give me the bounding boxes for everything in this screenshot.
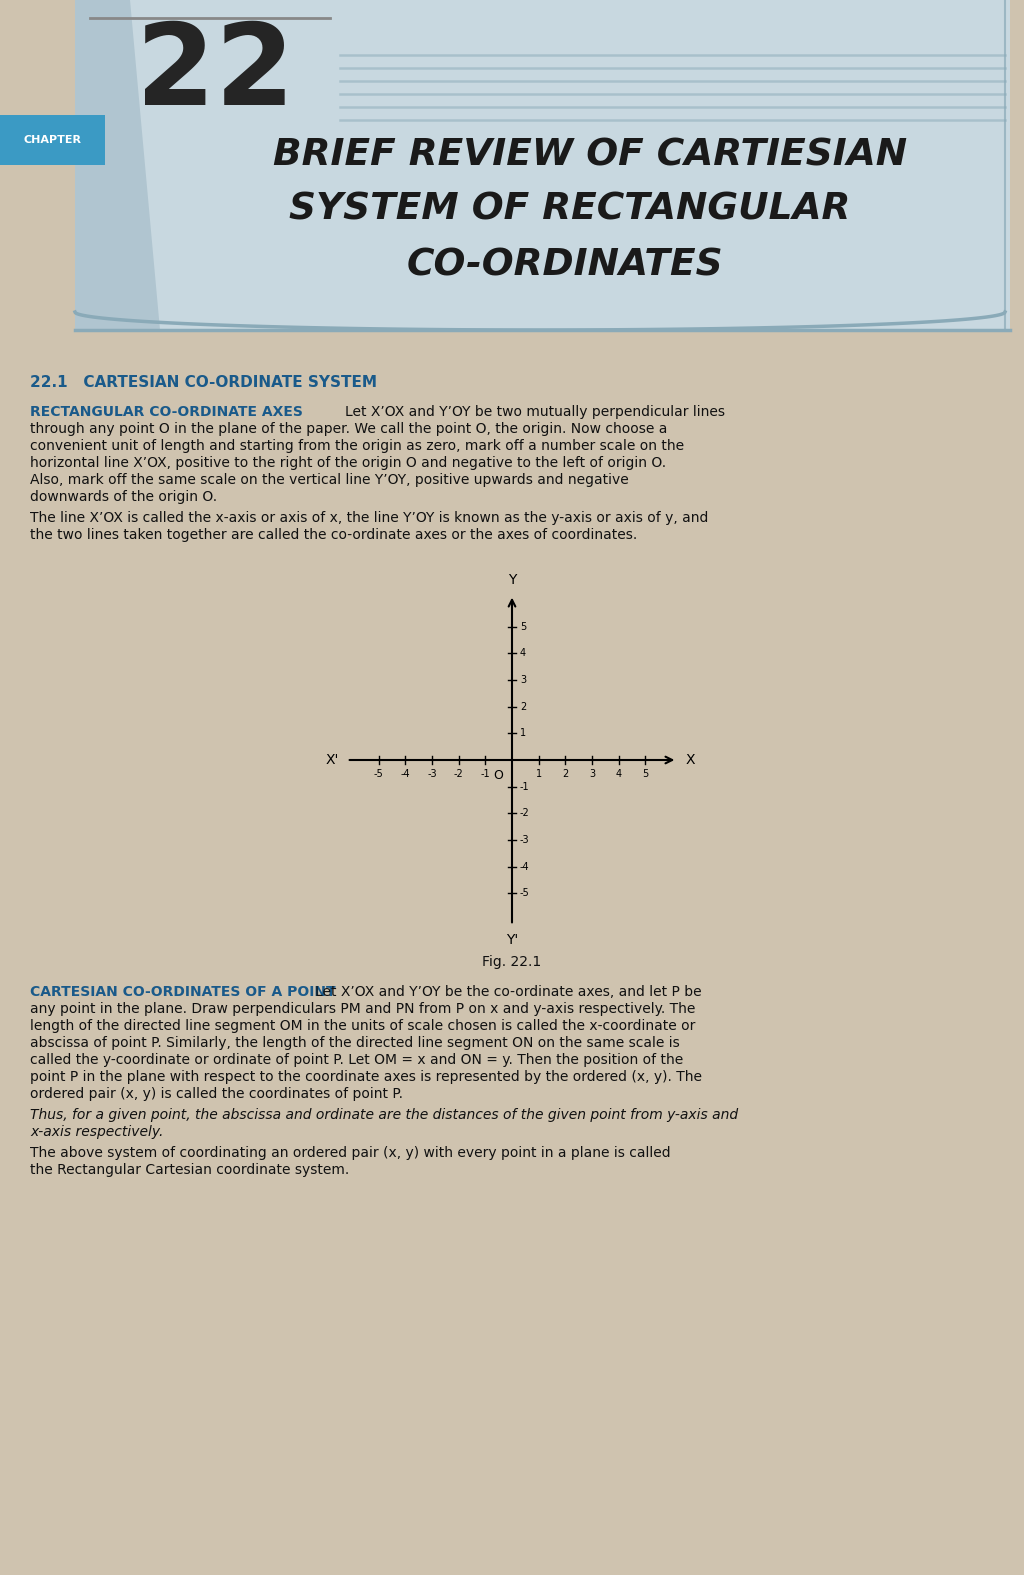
Text: called the y-coordinate or ordinate of point P. Let OM = x and ON = y. Then the : called the y-coordinate or ordinate of p… xyxy=(30,1054,683,1068)
Text: downwards of the origin O.: downwards of the origin O. xyxy=(30,490,217,504)
Text: Y': Y' xyxy=(506,934,518,947)
Text: 2: 2 xyxy=(520,702,526,712)
Text: 3: 3 xyxy=(520,676,526,685)
Text: -2: -2 xyxy=(454,769,464,780)
Text: the Rectangular Cartesian coordinate system.: the Rectangular Cartesian coordinate sys… xyxy=(30,1164,349,1177)
Text: 4: 4 xyxy=(615,769,622,780)
Text: 22: 22 xyxy=(136,17,294,129)
Text: X: X xyxy=(685,753,694,767)
Text: -2: -2 xyxy=(520,808,529,819)
Text: -1: -1 xyxy=(520,781,529,792)
Text: convenient unit of length and starting from the origin as zero, mark off a numbe: convenient unit of length and starting f… xyxy=(30,439,684,454)
Text: O: O xyxy=(493,769,503,783)
Text: The line X’OX is called the x-axis or axis of x, the line Y’OY is known as the y: The line X’OX is called the x-axis or ax… xyxy=(30,510,709,524)
Text: Fig. 22.1: Fig. 22.1 xyxy=(482,956,542,969)
Polygon shape xyxy=(75,0,1010,331)
Text: RECTANGULAR CO-ORDINATE AXES: RECTANGULAR CO-ORDINATE AXES xyxy=(30,405,317,419)
Text: Also, mark off the same scale on the vertical line Y’OY, positive upwards and ne: Also, mark off the same scale on the ver… xyxy=(30,472,629,487)
Text: BRIEF REVIEW OF CARTIESIAN: BRIEF REVIEW OF CARTIESIAN xyxy=(273,137,907,173)
Text: 3: 3 xyxy=(589,769,595,780)
Text: -3: -3 xyxy=(520,835,529,844)
Text: ordered pair (x, y) is called the coordinates of point P.: ordered pair (x, y) is called the coordi… xyxy=(30,1087,403,1101)
Polygon shape xyxy=(75,0,160,331)
Text: length of the directed line segment OM in the units of scale chosen is called th: length of the directed line segment OM i… xyxy=(30,1019,695,1033)
Text: 22.1   CARTESIAN CO-ORDINATE SYSTEM: 22.1 CARTESIAN CO-ORDINATE SYSTEM xyxy=(30,375,377,391)
Text: CHAPTER: CHAPTER xyxy=(23,135,81,145)
Text: 1: 1 xyxy=(536,769,542,780)
Text: The above system of coordinating an ordered pair (x, y) with every point in a pl: The above system of coordinating an orde… xyxy=(30,1147,671,1161)
Text: 5: 5 xyxy=(642,769,648,780)
Text: point P in the plane with respect to the coordinate axes is represented by the o: point P in the plane with respect to the… xyxy=(30,1071,702,1084)
Text: -5: -5 xyxy=(374,769,384,780)
Text: 1: 1 xyxy=(520,728,526,739)
Text: 5: 5 xyxy=(520,622,526,632)
Text: X': X' xyxy=(326,753,339,767)
Text: -4: -4 xyxy=(400,769,411,780)
Text: horizontal line X’OX, positive to the right of the origin O and negative to the : horizontal line X’OX, positive to the ri… xyxy=(30,457,667,469)
Text: the two lines taken together are called the co-ordinate axes or the axes of coor: the two lines taken together are called … xyxy=(30,528,637,542)
Text: CO-ORDINATES: CO-ORDINATES xyxy=(407,247,723,284)
Text: Y: Y xyxy=(508,573,516,587)
Text: -5: -5 xyxy=(520,888,529,898)
Text: -4: -4 xyxy=(520,862,529,871)
Text: abscissa of point P. Similarly, the length of the directed line segment ON on th: abscissa of point P. Similarly, the leng… xyxy=(30,1036,680,1051)
Text: through any point O in the plane of the paper. We call the point O, the origin. : through any point O in the plane of the … xyxy=(30,422,668,436)
Text: -3: -3 xyxy=(427,769,437,780)
Text: CARTESIAN CO-ORDINATES OF A POINT: CARTESIAN CO-ORDINATES OF A POINT xyxy=(30,986,350,999)
Text: SYSTEM OF RECTANGULAR: SYSTEM OF RECTANGULAR xyxy=(290,192,851,228)
Text: Let X’OX and Y’OY be the co-ordinate axes, and let P be: Let X’OX and Y’OY be the co-ordinate axe… xyxy=(315,986,701,999)
Text: x-axis respectively.: x-axis respectively. xyxy=(30,1125,164,1139)
Text: Thus, for a given point, the abscissa and ordinate are the distances of the give: Thus, for a given point, the abscissa an… xyxy=(30,1109,738,1123)
Text: 4: 4 xyxy=(520,649,526,658)
Text: Let X’OX and Y’OY be two mutually perpendicular lines: Let X’OX and Y’OY be two mutually perpen… xyxy=(345,405,725,419)
Polygon shape xyxy=(0,115,105,165)
Text: -1: -1 xyxy=(480,769,490,780)
Text: 2: 2 xyxy=(562,769,568,780)
Text: any point in the plane. Draw perpendiculars PM and PN from P on x and y-axis res: any point in the plane. Draw perpendicul… xyxy=(30,1002,695,1016)
